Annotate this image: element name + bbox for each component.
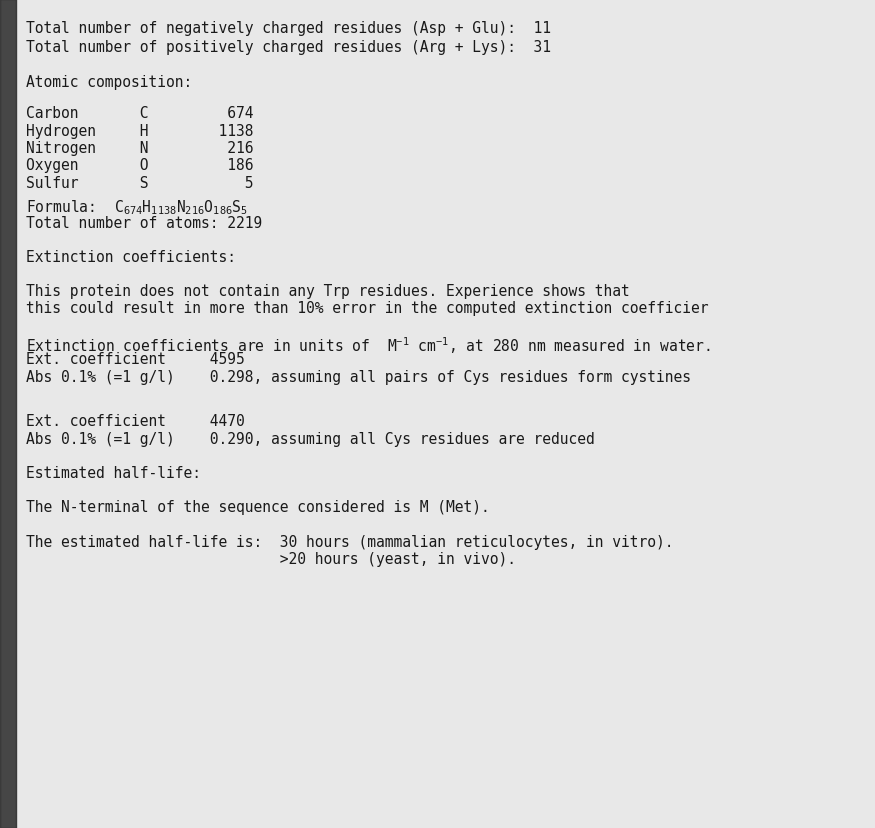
Text: Abs 0.1% (=1 g/l)    0.298, assuming all pairs of Cys residues form cystines: Abs 0.1% (=1 g/l) 0.298, assuming all pa… [26, 369, 691, 384]
Text: The N-terminal of the sequence considered is M (Met).: The N-terminal of the sequence considere… [26, 499, 490, 514]
Text: Abs 0.1% (=1 g/l)    0.290, assuming all Cys residues are reduced: Abs 0.1% (=1 g/l) 0.290, assuming all Cy… [26, 431, 595, 446]
Text: Ext. coefficient     4470: Ext. coefficient 4470 [26, 414, 245, 429]
Text: Total number of negatively charged residues (Asp + Glu):  11: Total number of negatively charged resid… [26, 21, 551, 36]
Text: Formula:  $\mathregular{C_{674}H_{1138}N_{216}O_{186}S_{5}}$: Formula: $\mathregular{C_{674}H_{1138}N_… [26, 198, 248, 217]
Text: Ext. coefficient     4595: Ext. coefficient 4595 [26, 352, 245, 367]
Text: The estimated half-life is:  30 hours (mammalian reticulocytes, in vitro).: The estimated half-life is: 30 hours (ma… [26, 534, 674, 549]
Text: Total number of positively charged residues (Arg + Lys):  31: Total number of positively charged resid… [26, 40, 551, 55]
Text: Hydrogen     H        1138: Hydrogen H 1138 [26, 123, 254, 138]
Text: Extinction coefficients are in units of  $\mathregular{M^{-1}}$ $\mathregular{cm: Extinction coefficients are in units of … [26, 335, 711, 355]
Text: Atomic composition:: Atomic composition: [26, 75, 192, 89]
Text: Oxygen       O         186: Oxygen O 186 [26, 158, 254, 173]
Text: Total number of atoms: 2219: Total number of atoms: 2219 [26, 215, 262, 230]
Text: Carbon       C         674: Carbon C 674 [26, 106, 254, 121]
Bar [0, 0, 16, 828]
Text: >20 hours (yeast, in vivo).: >20 hours (yeast, in vivo). [26, 551, 516, 566]
Text: Sulfur       S           5: Sulfur S 5 [26, 176, 254, 190]
Text: Extinction coefficients:: Extinction coefficients: [26, 250, 236, 265]
Text: Estimated half-life:: Estimated half-life: [26, 465, 201, 480]
Text: This protein does not contain any Trp residues. Experience shows that: This protein does not contain any Trp re… [26, 283, 630, 298]
Text: Nitrogen     N         216: Nitrogen N 216 [26, 141, 254, 156]
Text: this could result in more than 10% error in the computed extinction coefficier: this could result in more than 10% error… [26, 301, 709, 315]
